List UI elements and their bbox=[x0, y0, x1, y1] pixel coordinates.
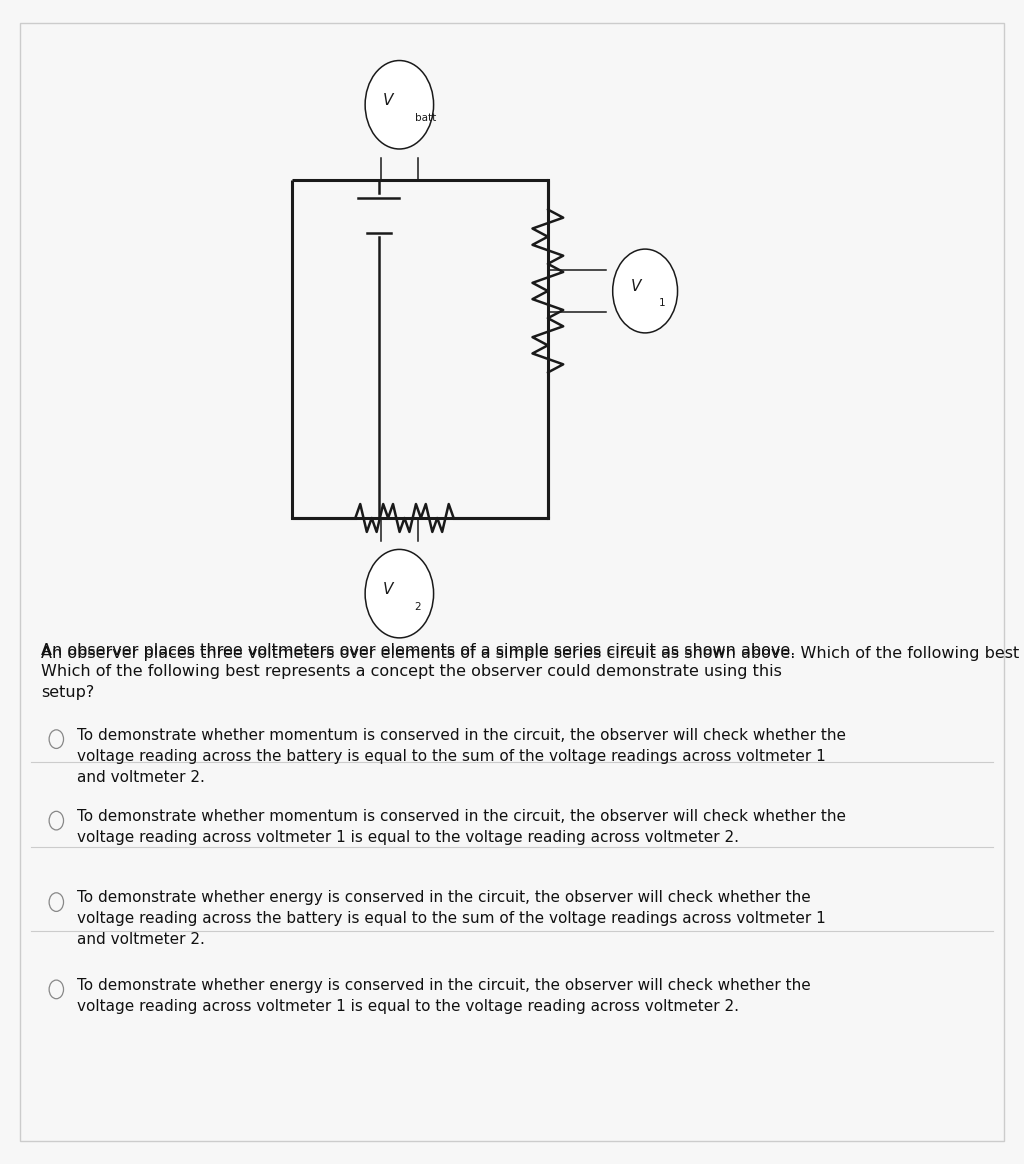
Text: To demonstrate whether energy is conserved in the circuit, the observer will che: To demonstrate whether energy is conserv… bbox=[77, 890, 825, 947]
Text: To demonstrate whether energy is conserved in the circuit, the observer will che: To demonstrate whether energy is conserv… bbox=[77, 978, 811, 1014]
Text: $V$: $V$ bbox=[382, 92, 396, 108]
Text: An observer places three voltmeters over elements of a simple series circuit as : An observer places three voltmeters over… bbox=[41, 643, 796, 700]
Ellipse shape bbox=[366, 61, 433, 149]
Text: To demonstrate whether momentum is conserved in the circuit, the observer will c: To demonstrate whether momentum is conse… bbox=[77, 809, 846, 845]
Ellipse shape bbox=[612, 249, 678, 333]
Text: 2: 2 bbox=[415, 602, 421, 612]
Text: $V$: $V$ bbox=[382, 581, 396, 597]
Text: 1: 1 bbox=[658, 298, 665, 308]
Text: To demonstrate whether momentum is conserved in the circuit, the observer will c: To demonstrate whether momentum is conse… bbox=[77, 728, 846, 785]
Text: batt: batt bbox=[415, 113, 436, 123]
Text: $V$: $V$ bbox=[630, 278, 644, 294]
Text: An observer places three voltmeters over elements of a simple series circuit as : An observer places three voltmeters over… bbox=[41, 646, 1024, 661]
Ellipse shape bbox=[366, 549, 433, 638]
